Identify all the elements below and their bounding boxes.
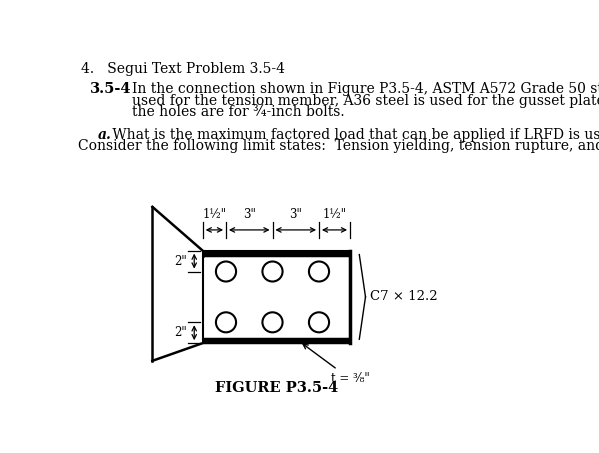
Text: FIGURE P3.5-4: FIGURE P3.5-4 bbox=[215, 381, 338, 395]
Text: 3": 3" bbox=[289, 207, 302, 221]
Text: C7 × 12.2: C7 × 12.2 bbox=[370, 290, 438, 304]
Text: 2": 2" bbox=[174, 255, 186, 268]
Text: t = ³⁄₈": t = ³⁄₈" bbox=[303, 344, 370, 386]
Text: 3": 3" bbox=[243, 207, 256, 221]
Text: used for the tension member, A36 steel is used for the gusset plate, and: used for the tension member, A36 steel i… bbox=[132, 94, 599, 108]
Text: the holes are for ¾-inch bolts.: the holes are for ¾-inch bolts. bbox=[132, 105, 345, 119]
Text: In the connection shown in Figure P3.5-4, ASTM A572 Grade 50 steel is: In the connection shown in Figure P3.5-4… bbox=[132, 82, 599, 96]
Text: 3.5-4: 3.5-4 bbox=[90, 82, 132, 96]
Text: 1½": 1½" bbox=[202, 207, 226, 221]
Text: 2": 2" bbox=[174, 326, 186, 339]
Text: a.: a. bbox=[98, 127, 112, 141]
Text: 4.   Segui Text Problem 3.5-4: 4. Segui Text Problem 3.5-4 bbox=[81, 62, 285, 76]
Text: 1½": 1½" bbox=[322, 207, 347, 221]
Bar bbox=[202, 251, 350, 343]
Text: Consider the following limit states:  Tension yielding, tension rupture, and blo: Consider the following limit states: Ten… bbox=[78, 139, 599, 153]
Text: What is the maximum factored load that can be applied if LRFD is used?: What is the maximum factored load that c… bbox=[108, 127, 599, 141]
